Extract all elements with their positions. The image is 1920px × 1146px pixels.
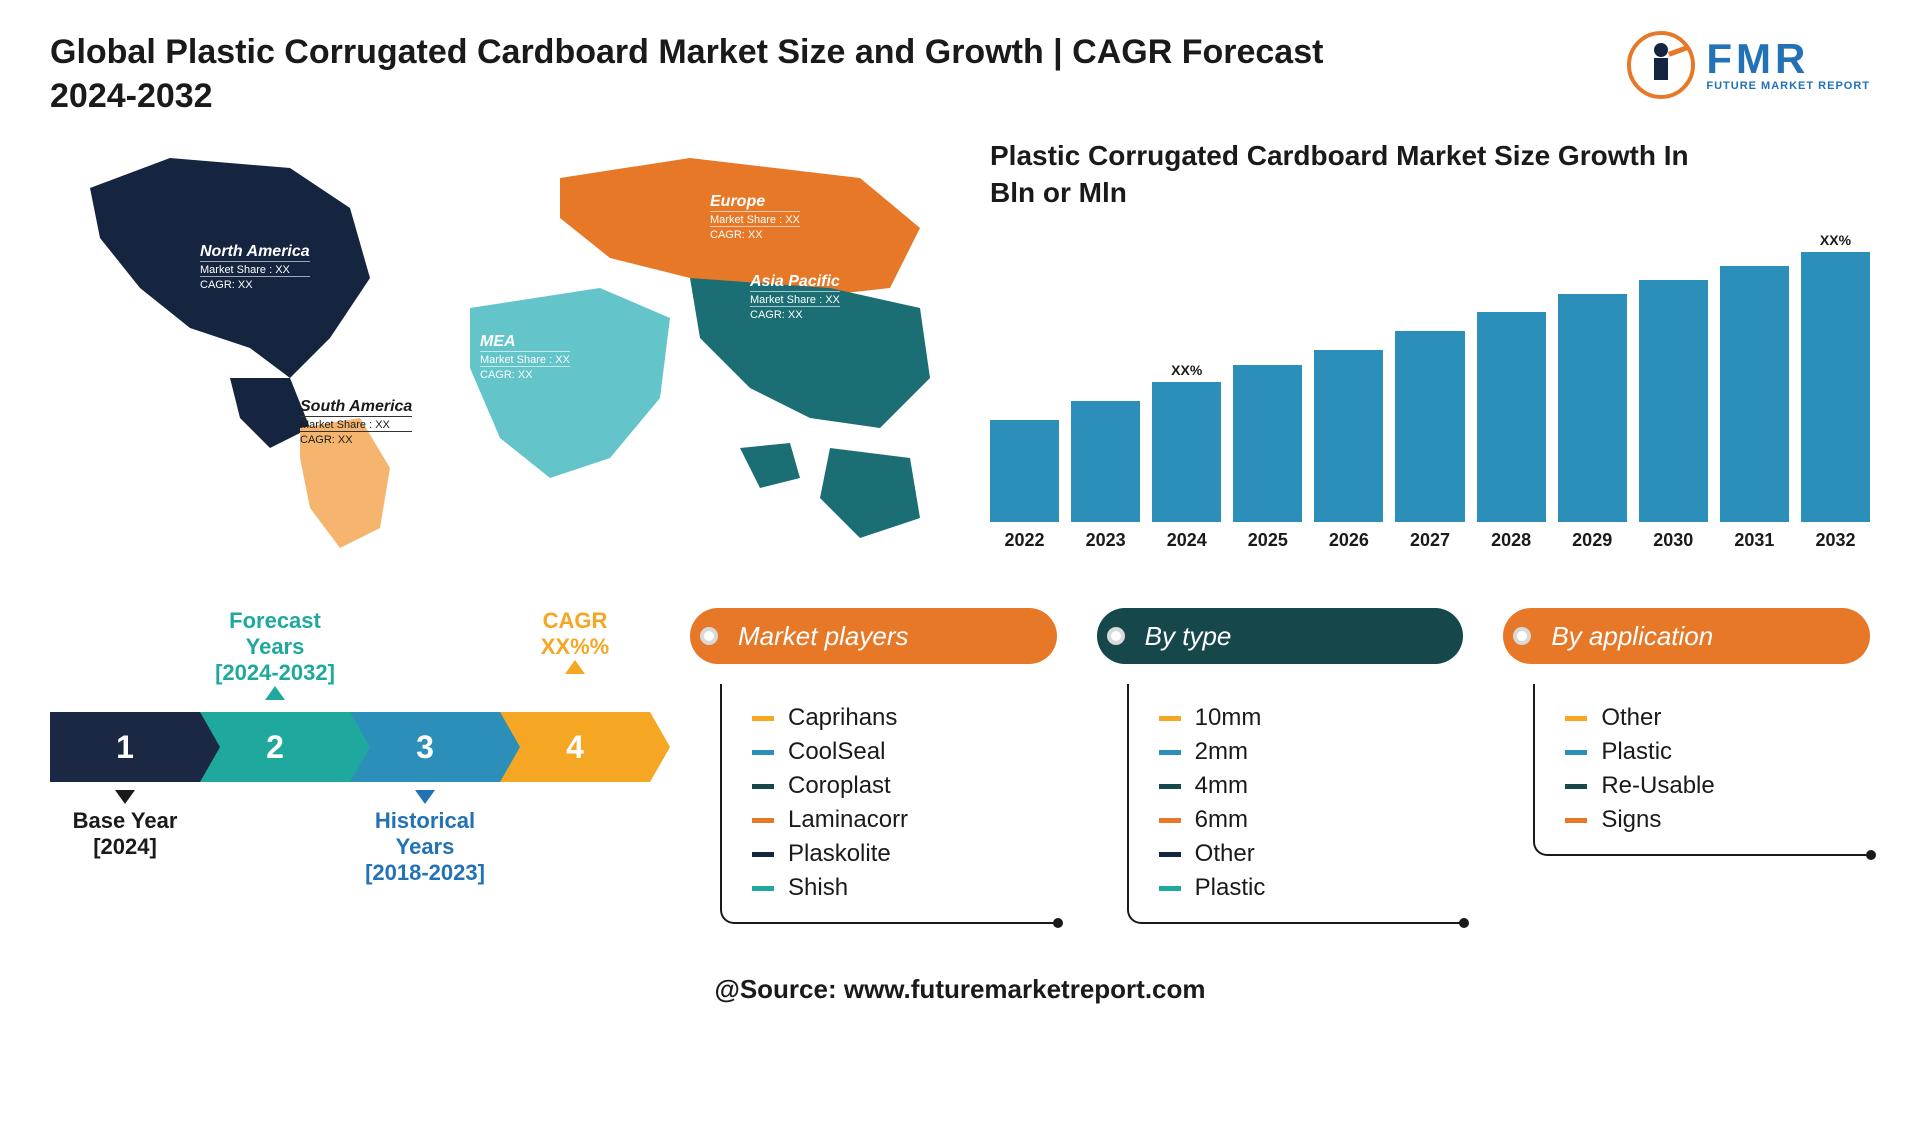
bar-2023: 2023 [1071, 397, 1140, 551]
region-na: North AmericaMarket Share : XXCAGR: XX [200, 243, 310, 291]
growth-chart: Plastic Corrugated Cardboard Market Size… [990, 138, 1870, 558]
list-item: Signs [1565, 806, 1850, 834]
list-box: Other Plastic Re-Usable Signs [1533, 684, 1870, 856]
list-item: Plaskolite [752, 840, 1037, 868]
list-box: 10mm 2mm 4mm 6mm Other Plastic [1127, 684, 1464, 924]
list-item: Coroplast [752, 772, 1037, 800]
logo-icon [1626, 30, 1696, 100]
seg-3: 3 [350, 712, 500, 782]
list-item: Caprihans [752, 704, 1037, 732]
bar-2028: 2028 [1477, 308, 1546, 551]
list-item: Plastic [1159, 874, 1444, 902]
group-by_type: By type 10mm 2mm 4mm 6mm Other Plastic [1097, 608, 1464, 924]
list-item: 6mm [1159, 806, 1444, 834]
group-by_application: By application Other Plastic Re-Usable Sign… [1503, 608, 1870, 924]
bar-2029: 2029 [1558, 290, 1627, 552]
list-item: 4mm [1159, 772, 1444, 800]
region-ap: Asia PacificMarket Share : XXCAGR: XX [750, 273, 840, 321]
seg-1: 1 [50, 712, 200, 782]
list-item: 2mm [1159, 738, 1444, 766]
list-item: Shish [752, 874, 1037, 902]
region-mea: MEAMarket Share : XXCAGR: XX [480, 333, 570, 381]
timeline-arrow: 1 2 3 4 [50, 712, 650, 782]
list-item: Re-Usable [1565, 772, 1850, 800]
chart-title: Plastic Corrugated Cardboard Market Size… [990, 138, 1870, 211]
logo-text-sub: FUTURE MARKET REPORT [1706, 80, 1870, 92]
page-title: Global Plastic Corrugated Cardboard Mark… [50, 30, 1350, 118]
bar-2024: XX%2024 [1152, 362, 1221, 551]
bar-2026: 2026 [1314, 346, 1383, 552]
list-item: Other [1565, 704, 1850, 732]
bar-2032: XX%2032 [1801, 232, 1870, 552]
pill-header: By application [1503, 608, 1870, 664]
cagr-label: CAGR XX%% [500, 608, 650, 704]
bar-2022: 2022 [990, 416, 1059, 552]
timeline-panel: Forecast Years [2024-2032] CAGR XX%% 1 2… [50, 608, 650, 924]
seg-4: 4 [500, 712, 650, 782]
list-item: Laminacorr [752, 806, 1037, 834]
logo-text-fmr: FMR [1706, 38, 1870, 80]
region-sa: South AmericaMarket Share : XXCAGR: XX [300, 398, 412, 446]
historical-label: Historical Years [2018-2023] [350, 790, 500, 886]
list-item: CoolSeal [752, 738, 1037, 766]
list-item: 10mm [1159, 704, 1444, 732]
bar-2027: 2027 [1395, 327, 1464, 551]
bar-2025: 2025 [1233, 361, 1302, 551]
list-box: Caprihans CoolSeal Coroplast Laminacorr Plas… [720, 684, 1057, 924]
pill-header: Market players [690, 608, 1057, 664]
source-line: @Source: www.futuremarketreport.com [50, 974, 1870, 1005]
list-item: Other [1159, 840, 1444, 868]
region-eu: EuropeMarket Share : XXCAGR: XX [710, 193, 800, 241]
base-year-label: Base Year [2024] [50, 790, 200, 886]
list-item: Plastic [1565, 738, 1850, 766]
group-market_players: Market players Caprihans CoolSeal Coroplas… [690, 608, 1057, 924]
world-map: North AmericaMarket Share : XXCAGR: XX So… [50, 138, 950, 558]
bar-2030: 2030 [1639, 276, 1708, 552]
logo: FMR FUTURE MARKET REPORT [1626, 30, 1870, 100]
forecast-label: Forecast Years [2024-2032] [200, 608, 350, 704]
pill-header: By type [1097, 608, 1464, 664]
seg-2: 2 [200, 712, 350, 782]
bar-2031: 2031 [1720, 262, 1789, 552]
